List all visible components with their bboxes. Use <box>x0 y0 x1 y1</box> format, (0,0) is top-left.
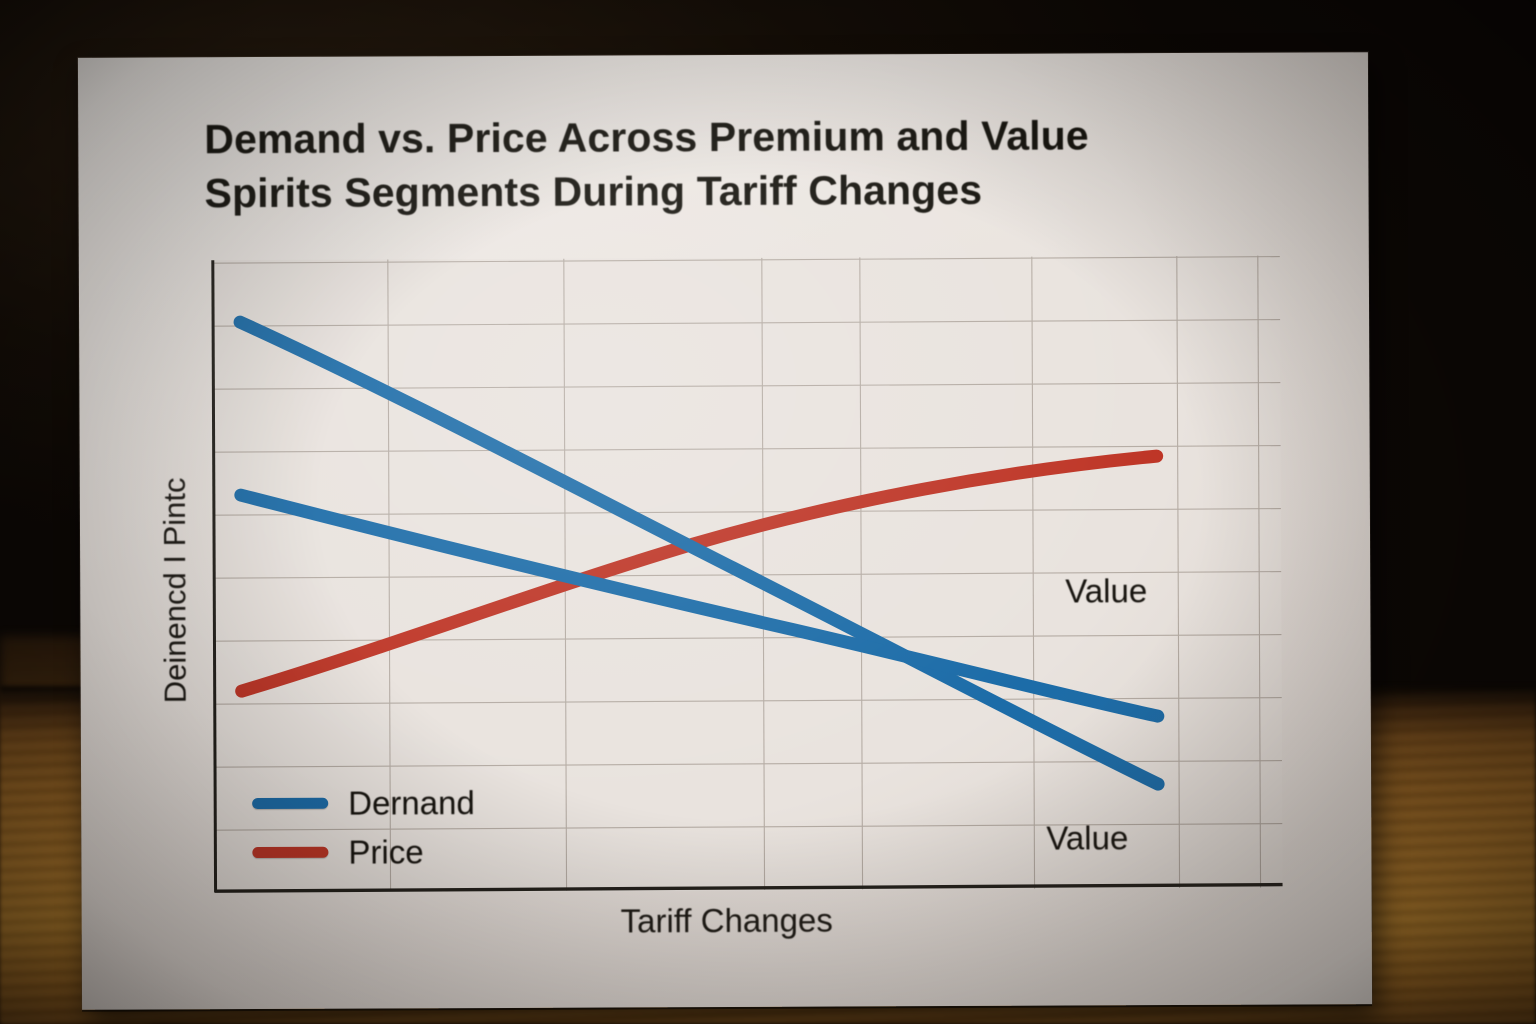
plot-area: Value Value Dernand Price <box>211 255 1283 894</box>
legend-item-price: Price <box>252 827 475 877</box>
y-axis-label: Deinencd I Pintc <box>156 477 193 704</box>
legend-item-demand: Dernand <box>252 778 475 828</box>
legend-swatch-demand <box>252 797 329 810</box>
legend-label-price: Price <box>348 833 424 871</box>
annotation-value-price: Value <box>1065 572 1148 610</box>
legend-label-demand: Dernand <box>348 784 475 822</box>
x-axis-label: Tariff Changes <box>620 901 833 940</box>
chart-title: Demand vs. Price Across Premium and Valu… <box>204 112 1089 217</box>
legend-swatch-price <box>252 846 329 859</box>
annotation-value-demand: Value <box>1046 819 1129 857</box>
printed-chart-card: Demand vs. Price Across Premium and Valu… <box>77 52 1373 1010</box>
chart-legend: Dernand Price <box>252 778 475 877</box>
